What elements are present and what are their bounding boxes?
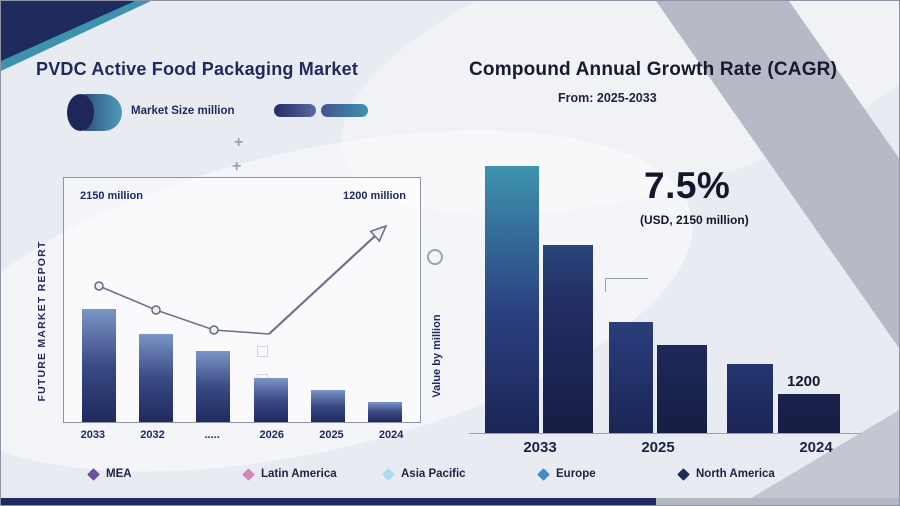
cagr-bar-2024-secondary <box>778 394 840 433</box>
x-tick-label: 2033 <box>523 439 557 456</box>
market-size-bar-2025 <box>310 390 345 422</box>
cylinder-icon <box>67 94 122 131</box>
cagr-bar-2024-primary <box>727 364 773 433</box>
legend-label: Latin America <box>261 468 337 480</box>
legend-item-europe: Europe <box>537 467 596 481</box>
x-tick-label: 2033 <box>80 429 106 441</box>
cagr-subtitle: From: 2025-2033 <box>558 91 657 105</box>
cagr-bar-2033-secondary <box>543 245 593 433</box>
start-value-annotation: 2150 million <box>80 190 143 202</box>
x-tick-label: ..... <box>204 429 220 441</box>
x-tick-label: 2025 <box>319 429 344 441</box>
cagr-bar-2025-secondary <box>657 345 707 433</box>
market-size-x-axis: 2033 2032 ..... 2026 2025 2024 <box>63 429 421 441</box>
cagr-title: Compound Annual Growth Rate (CAGR) <box>469 59 838 80</box>
market-size-chart: 2150 million 1200 million <box>63 177 421 423</box>
legend-item-mea: MEA <box>87 467 132 481</box>
market-size-bar-2026 <box>253 378 288 422</box>
x-axis-line <box>469 433 861 434</box>
cagr-value: 7.5% <box>644 165 731 206</box>
pill-decoration-navy <box>274 104 316 117</box>
cagr-note: (USD, 2150 million) <box>640 213 749 227</box>
y-axis-label: Value by million <box>431 314 443 398</box>
plus-icon: + <box>234 134 244 151</box>
cagr-bar-2025-primary <box>609 322 653 433</box>
circle-icon <box>427 249 443 265</box>
cagr-bar-2033-primary <box>485 166 539 433</box>
plus-icon: + <box>232 158 242 175</box>
future-market-report-watermark: FUTURE MARKET REPORT <box>36 240 48 402</box>
market-size-bar-2033 <box>81 309 116 422</box>
x-tick-label: 2026 <box>259 429 285 441</box>
end-value-annotation: 1200 million <box>343 190 406 202</box>
bottom-strip-navy <box>1 498 659 505</box>
legend-label: Europe <box>556 468 596 480</box>
pill-decoration-teal <box>321 104 368 117</box>
market-size-bar-2032 <box>138 334 173 422</box>
legend-item-latin-america: Latin America <box>242 467 337 481</box>
x-tick-label: 2024 <box>378 429 404 441</box>
market-size-bar-mid <box>196 351 231 422</box>
diamond-icon <box>382 467 395 481</box>
legend-item-north-america: North America <box>677 467 775 481</box>
legend-label: North America <box>696 468 775 480</box>
legend-item-asia-pacific: Asia Pacific <box>382 467 466 481</box>
left-chart-title: PVDC Active Food Packaging Market <box>36 59 359 79</box>
x-tick-label: 2025 <box>641 439 675 456</box>
market-size-bar-2024 <box>368 402 403 422</box>
bar-value-label: 1200 <box>787 373 821 390</box>
x-tick-label: 2024 <box>799 439 833 456</box>
diamond-icon <box>242 467 255 481</box>
diamond-icon <box>677 467 690 481</box>
cylinder-face <box>67 94 94 131</box>
legend-label: MEA <box>106 468 132 480</box>
market-size-legend-label: Market Size million <box>131 105 235 117</box>
step-line-decoration <box>605 278 648 292</box>
market-size-bars <box>64 178 420 422</box>
x-tick-label: 2032 <box>140 429 165 441</box>
bottom-strip-gray <box>656 498 899 505</box>
diamond-icon <box>537 467 550 481</box>
legend-label: Asia Pacific <box>401 468 466 480</box>
cagr-chart <box>469 161 869 434</box>
diamond-icon <box>87 467 100 481</box>
